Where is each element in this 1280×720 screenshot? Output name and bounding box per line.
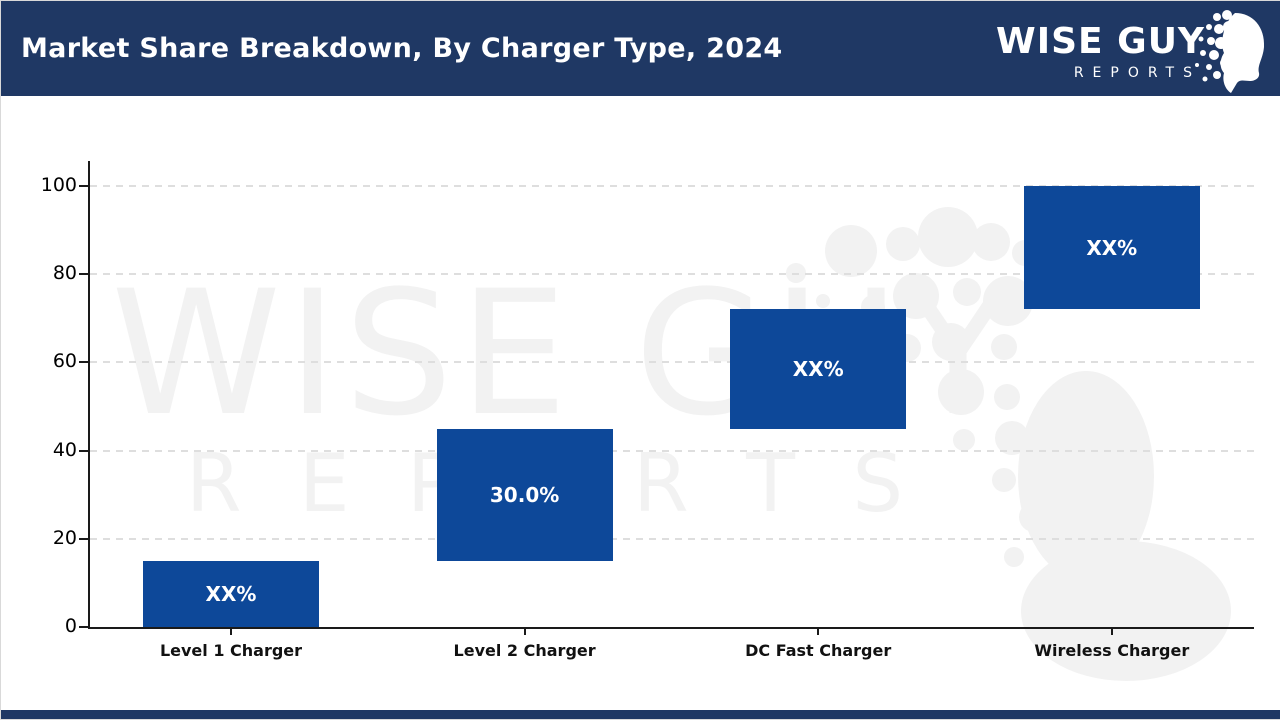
y-axis-tick-mark [79,273,88,276]
x-axis-category-label: DC Fast Charger [745,641,892,660]
y-axis-tick-label: 100 [40,174,77,196]
bar: XX% [143,560,319,627]
y-axis-tick-mark [79,185,88,187]
gridline [90,273,1254,276]
y-axis-tick-label: 20 [52,526,77,549]
x-axis-tick-mark [523,629,526,635]
gridline [90,449,1254,452]
x-axis-tick-mark [1110,629,1113,635]
page-title: Market Share Breakdown, By Charger Type,… [21,33,783,64]
dotted-head-profile-icon [1195,10,1265,93]
y-axis-tick-mark [79,537,88,540]
x-axis-line [88,627,1254,629]
gridline [90,185,1254,187]
y-axis-tick-mark [79,626,88,628]
y-axis-tick-label: 0 [64,615,77,637]
bar: 30.0% [436,428,613,561]
footer-bar [1,710,1280,719]
y-axis-tick-label: 80 [52,262,77,285]
x-axis-tick-mark [817,629,820,635]
gridline [90,361,1254,364]
wise-guy-reports-logo: WISE GUY REPORTS [996,5,1275,93]
gridline [90,537,1254,540]
y-axis-tick-label: 60 [52,350,77,373]
bar-value-label: XX% [205,581,257,606]
x-axis-category-label: Level 1 Charger [159,641,303,660]
header-bar: Market Share Breakdown, By Charger Type,… [1,1,1280,96]
bar-value-label: 30.0% [489,482,560,507]
y-axis-tick-mark [79,449,88,452]
dotted-head-profile-watermark [777,207,1231,681]
y-axis-line [88,161,90,629]
y-axis-tick-label: 40 [52,438,77,461]
bar: XX% [730,309,907,429]
logo-wordmark: WISE GUY [995,21,1205,62]
x-axis-category-label: Level 2 Charger [453,641,596,660]
logo-subtext: REPORTS [1073,65,1201,81]
x-axis-tick-mark [230,629,232,635]
x-axis-category-label: Wireless Charger [1034,641,1190,660]
bar: XX% [1023,186,1200,310]
y-axis-tick-mark [79,361,88,364]
bar-value-label: XX% [792,357,844,381]
bar-value-label: XX% [1086,235,1138,260]
